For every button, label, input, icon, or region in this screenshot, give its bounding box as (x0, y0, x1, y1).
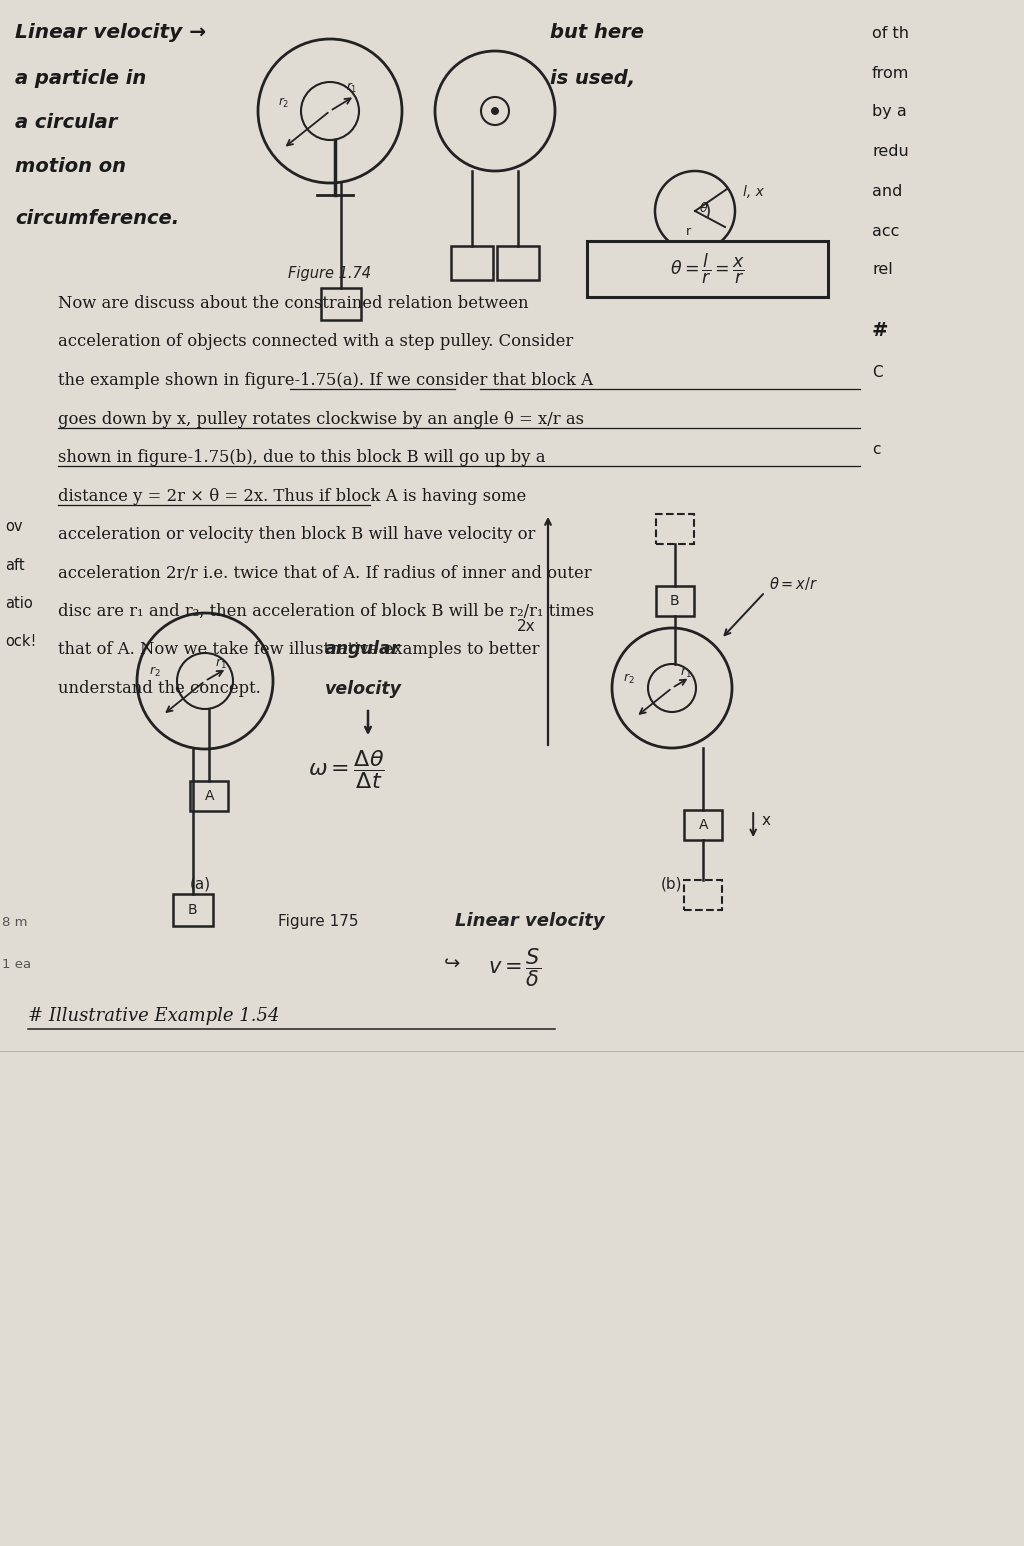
Text: l, x: l, x (743, 186, 764, 199)
Text: r: r (685, 226, 690, 238)
Text: understand the concept.: understand the concept. (58, 680, 261, 697)
Text: shown in figure-1.75(b), due to this block B will go up by a: shown in figure-1.75(b), due to this blo… (58, 448, 546, 465)
Text: c: c (872, 442, 881, 458)
Text: acceleration of objects connected with a step pulley. Consider: acceleration of objects connected with a… (58, 334, 573, 351)
Text: goes down by x, pulley rotates clockwise by an angle θ = x/r as: goes down by x, pulley rotates clockwise… (58, 411, 584, 428)
Text: 8 m: 8 m (2, 915, 28, 929)
Text: Figure 1.74: Figure 1.74 (289, 266, 372, 281)
Bar (452, 246, 494, 280)
Text: ov: ov (5, 519, 23, 533)
Circle shape (490, 107, 499, 114)
Text: $r_2$: $r_2$ (150, 665, 161, 679)
Bar (684, 810, 722, 839)
Text: angular: angular (325, 640, 400, 659)
Text: $\theta = x/r$: $\theta = x/r$ (769, 575, 818, 592)
Text: ock!: ock! (5, 634, 37, 649)
Text: A: A (205, 788, 214, 802)
Bar (173, 894, 213, 926)
Text: B: B (188, 903, 198, 917)
Text: is used,: is used, (550, 70, 635, 88)
Text: $r_1$: $r_1$ (680, 665, 691, 680)
Text: redu: redu (872, 144, 908, 159)
Bar (656, 586, 694, 615)
Text: 2x: 2x (517, 618, 536, 634)
Bar (684, 880, 722, 911)
Text: Now are discuss about the constrained relation between: Now are discuss about the constrained re… (58, 295, 528, 312)
Text: atio: atio (5, 597, 33, 611)
Text: (b): (b) (662, 877, 683, 890)
Bar (321, 288, 360, 320)
Text: disc are r₁ and r₂, then acceleration of block B will be r₂/r₁ times: disc are r₁ and r₂, then acceleration of… (58, 603, 594, 620)
Text: $r_1$: $r_1$ (215, 657, 226, 671)
Text: a particle in: a particle in (15, 70, 146, 88)
Text: $r_2$: $r_2$ (623, 673, 635, 686)
Text: acceleration 2r/r i.e. twice that of A. If radius of inner and outer: acceleration 2r/r i.e. twice that of A. … (58, 564, 592, 581)
Text: $\omega = \dfrac{\Delta\theta}{\Delta t}$: $\omega = \dfrac{\Delta\theta}{\Delta t}… (308, 748, 385, 792)
Text: C: C (872, 365, 883, 380)
Text: acc: acc (872, 224, 899, 240)
Text: distance y = 2r × θ = 2x. Thus if block A is having some: distance y = 2r × θ = 2x. Thus if block … (58, 487, 526, 504)
Text: the example shown in figure-1.75(a). If we consider that block A: the example shown in figure-1.75(a). If … (58, 373, 593, 390)
Text: 1 ea: 1 ea (2, 959, 31, 971)
Text: aft: aft (5, 558, 25, 572)
Text: circumference.: circumference. (15, 209, 179, 227)
Text: but here: but here (550, 23, 644, 42)
Text: x: x (761, 813, 770, 829)
Text: acceleration or velocity then block B will have velocity or: acceleration or velocity then block B wi… (58, 526, 536, 543)
Text: and: and (872, 184, 902, 199)
Text: a circular: a circular (15, 113, 118, 131)
Text: from: from (872, 66, 909, 80)
Text: $r_2$: $r_2$ (279, 96, 290, 110)
Text: rel: rel (872, 261, 893, 277)
Text: A: A (698, 818, 708, 832)
Text: (a): (a) (189, 877, 211, 890)
Text: that of A. Now we take few illustrative examples to better: that of A. Now we take few illustrative … (58, 642, 540, 659)
Text: velocity: velocity (325, 680, 402, 697)
Text: Linear velocity: Linear velocity (455, 912, 604, 931)
Bar (656, 513, 694, 544)
Text: of th: of th (872, 26, 909, 42)
Text: $\theta = \dfrac{l}{r} = \dfrac{x}{r}$: $\theta = \dfrac{l}{r} = \dfrac{x}{r}$ (670, 252, 745, 286)
Text: by a: by a (872, 104, 906, 119)
Text: #: # (872, 322, 889, 340)
Text: B: B (670, 594, 680, 608)
FancyBboxPatch shape (587, 241, 828, 297)
Text: $v = \dfrac{S}{\delta}$: $v = \dfrac{S}{\delta}$ (488, 946, 542, 989)
Bar (497, 246, 539, 280)
Text: $r_1$: $r_1$ (346, 80, 357, 94)
Text: $\theta$: $\theta$ (699, 201, 709, 215)
Bar (190, 781, 228, 812)
Text: motion on: motion on (15, 158, 126, 176)
Text: Figure 175: Figure 175 (278, 914, 358, 929)
Text: Linear velocity →: Linear velocity → (15, 23, 206, 42)
Text: $\hookrightarrow$: $\hookrightarrow$ (440, 952, 461, 972)
Text: # Illustrative Example 1.54: # Illustrative Example 1.54 (28, 1006, 280, 1025)
